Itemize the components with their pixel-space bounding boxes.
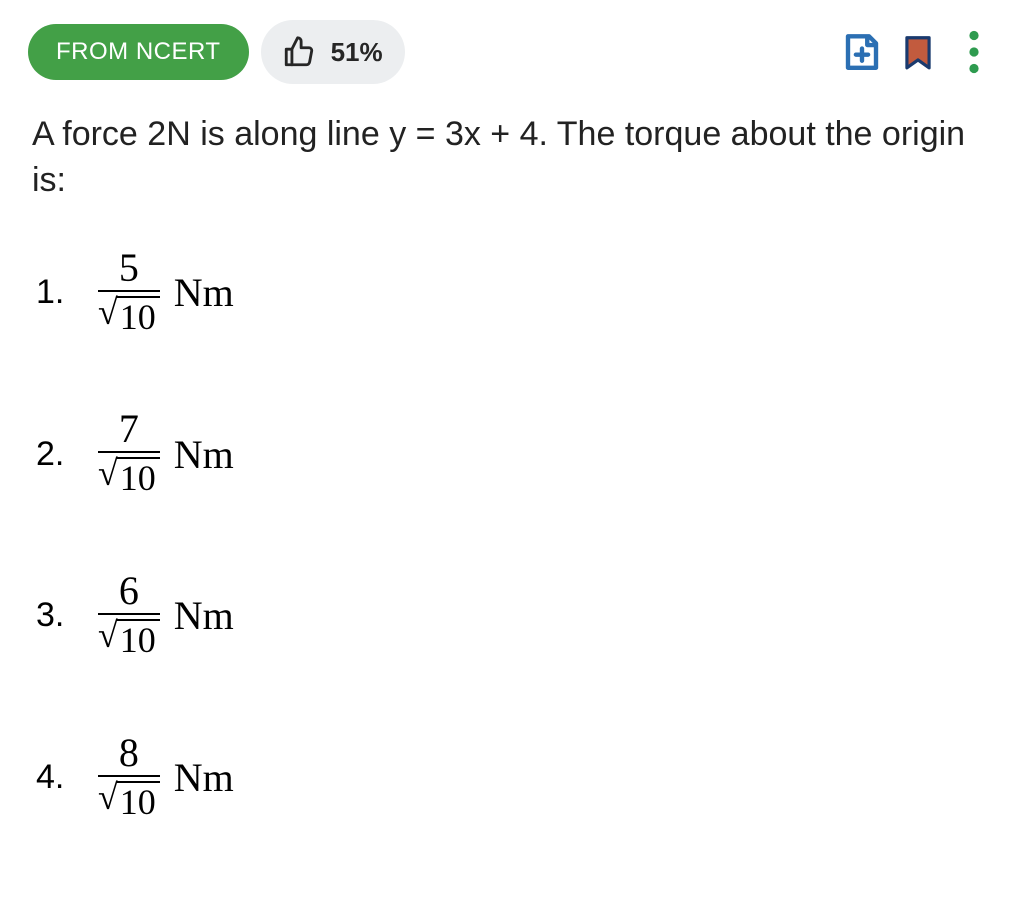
option-2[interactable]: 2. 7 √ 10 Nm <box>36 409 996 499</box>
option-radicand: 10 <box>116 781 160 823</box>
option-radicand: 10 <box>116 296 160 338</box>
option-radicand: 10 <box>116 457 160 499</box>
add-note-button[interactable] <box>840 30 884 74</box>
options-list: 1. 5 √ 10 Nm 2. 7 √ 10 <box>28 248 996 822</box>
thumb-up-icon <box>277 30 321 74</box>
option-fraction: 5 √ 10 <box>94 248 164 338</box>
option-unit: Nm <box>174 269 234 316</box>
source-badge: FROM NCERT <box>28 24 249 80</box>
option-unit: Nm <box>174 431 234 478</box>
option-denominator: √ 10 <box>94 615 164 661</box>
option-denominator: √ 10 <box>94 453 164 499</box>
like-pill[interactable]: 51% <box>261 20 405 84</box>
option-index: 2. <box>36 435 80 474</box>
option-index: 1. <box>36 273 80 312</box>
option-1[interactable]: 1. 5 √ 10 Nm <box>36 248 996 338</box>
option-index: 4. <box>36 758 80 797</box>
option-numerator: 6 <box>98 571 160 615</box>
more-button[interactable] <box>952 30 996 74</box>
option-3[interactable]: 3. 6 √ 10 Nm <box>36 571 996 661</box>
option-numerator: 8 <box>98 733 160 777</box>
option-denominator: √ 10 <box>94 292 164 338</box>
option-fraction: 8 √ 10 <box>94 733 164 823</box>
option-index: 3. <box>36 596 80 635</box>
option-fraction: 6 √ 10 <box>94 571 164 661</box>
option-fraction: 7 √ 10 <box>94 409 164 499</box>
question-text: A force 2N is along line y = 3x + 4. The… <box>32 112 972 204</box>
more-vert-icon <box>967 30 981 74</box>
add-note-icon <box>841 31 883 73</box>
header-row: FROM NCERT 51% <box>28 20 996 84</box>
question-card: FROM NCERT 51% <box>0 0 1024 914</box>
option-denominator: √ 10 <box>94 777 164 823</box>
option-numerator: 5 <box>98 248 160 292</box>
option-unit: Nm <box>174 754 234 801</box>
option-unit: Nm <box>174 592 234 639</box>
source-badge-label: FROM NCERT <box>56 38 221 65</box>
option-radicand: 10 <box>116 619 160 661</box>
bookmark-icon <box>899 31 937 73</box>
bookmark-button[interactable] <box>896 30 940 74</box>
option-numerator: 7 <box>98 409 160 453</box>
option-4[interactable]: 4. 8 √ 10 Nm <box>36 733 996 823</box>
like-percent: 51% <box>331 37 383 68</box>
